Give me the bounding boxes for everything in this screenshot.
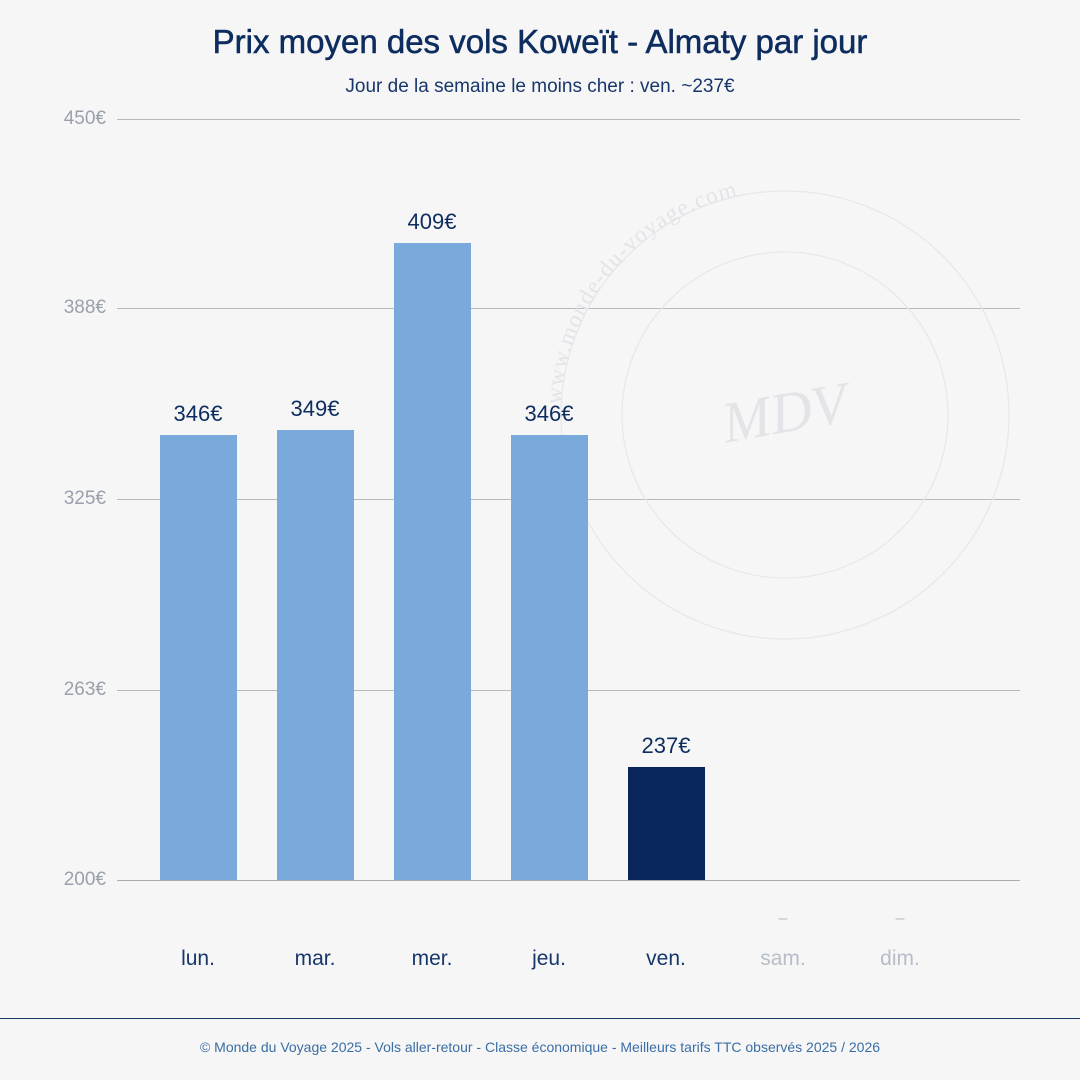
svg-text:MDV: MDV	[716, 368, 858, 455]
svg-text:www.monde-du-voyage.com: www.monde-du-voyage.com	[541, 176, 740, 405]
